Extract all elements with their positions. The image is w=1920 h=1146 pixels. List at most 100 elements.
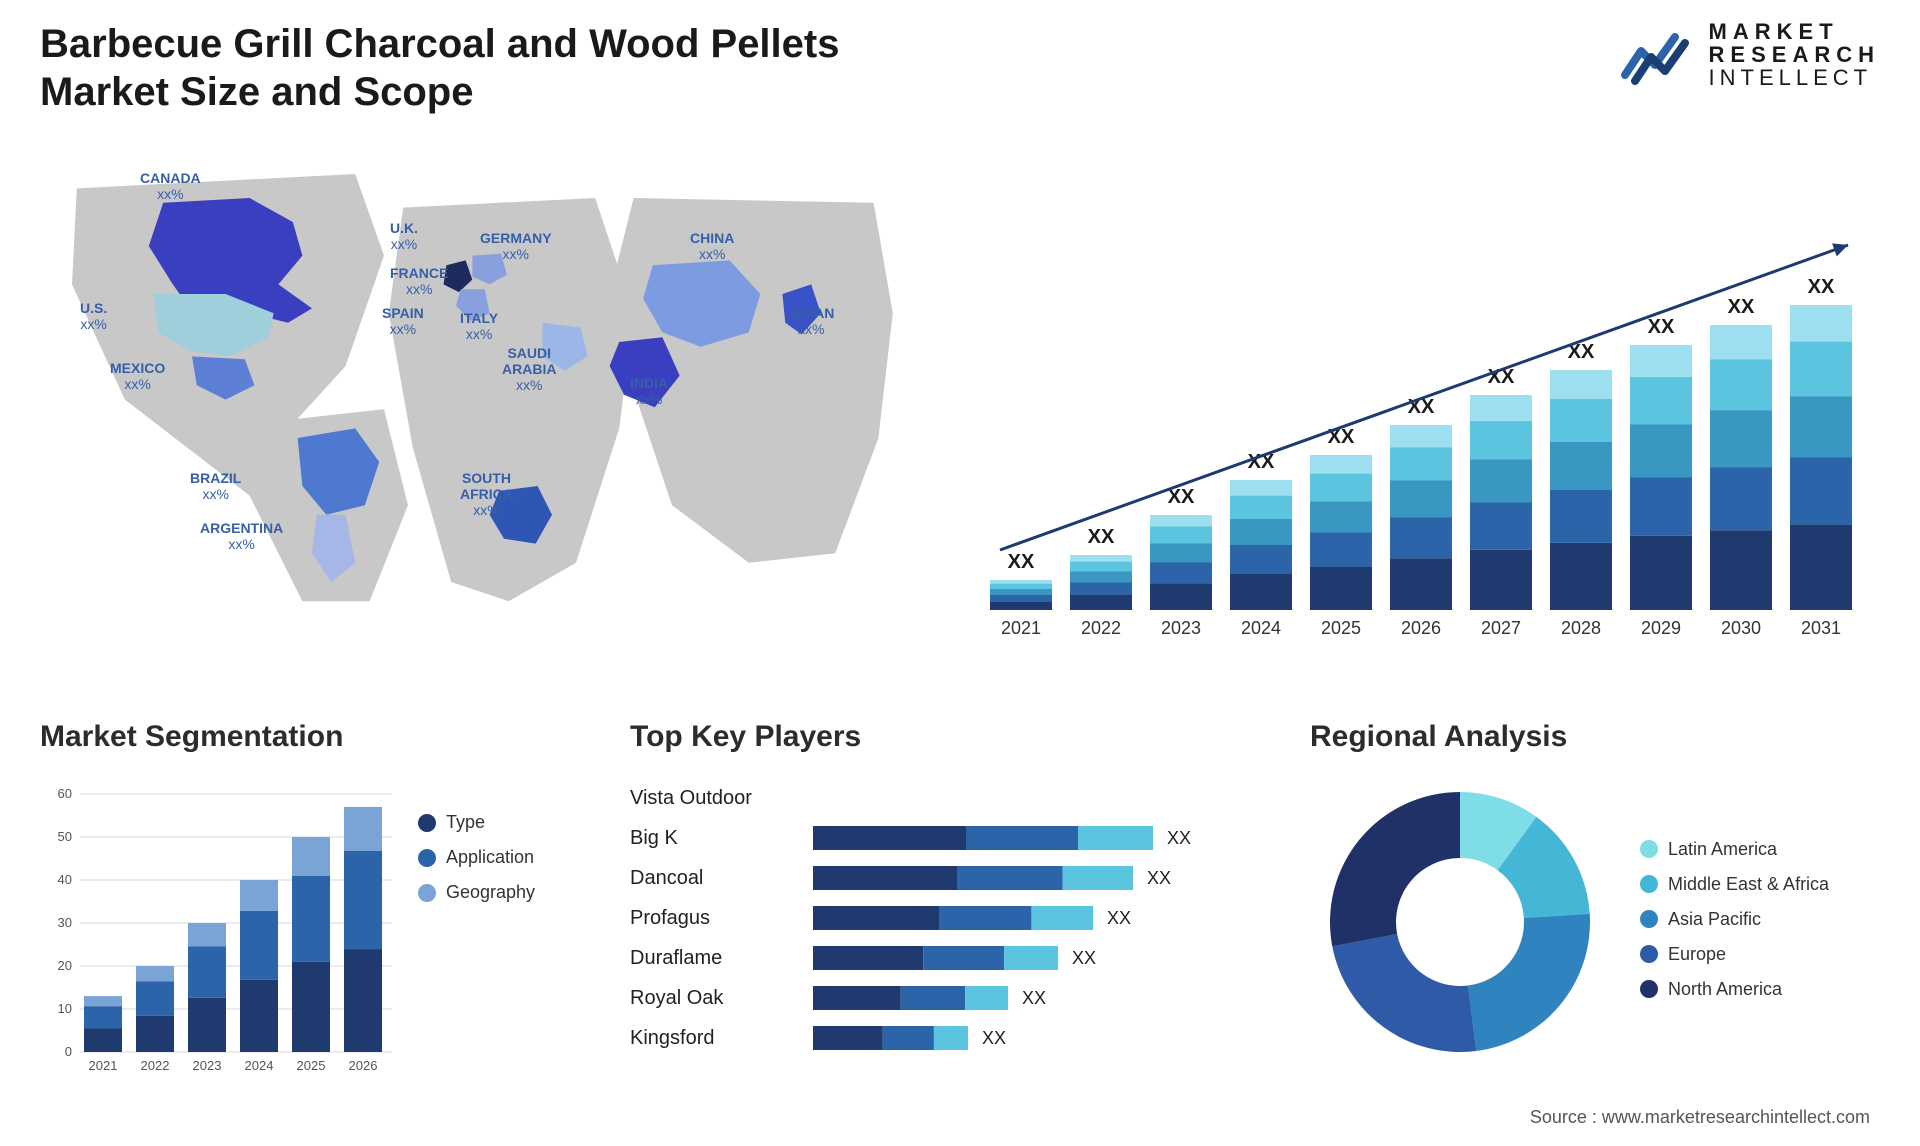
key-player-name: Duraflame [630, 938, 795, 978]
svg-text:2027: 2027 [1481, 618, 1521, 638]
regional-legend-item: North America [1640, 979, 1829, 1000]
map-country-label: SPAINxx% [382, 305, 424, 337]
svg-text:2031: 2031 [1801, 618, 1841, 638]
segmentation-legend: Type Application Geography [418, 772, 535, 1082]
legend-label: Application [446, 847, 534, 868]
page-title: Barbecue Grill Charcoal and Wood Pellets… [40, 20, 960, 116]
key-player-name: Vista Outdoor [630, 778, 795, 818]
svg-text:0: 0 [65, 1044, 72, 1059]
regional-legend-item: Latin America [1640, 839, 1829, 860]
regional-legend-item: Europe [1640, 944, 1829, 965]
regional-legend: Latin America Middle East & Africa Asia Pa… [1640, 831, 1829, 1014]
world-map-svg [40, 150, 920, 630]
legend-swatch-icon [418, 814, 436, 832]
segmentation-region: Market Segmentation 0 10 20 30 40 50 60 2021 202… [40, 720, 600, 1090]
segmentation-legend-item: Application [418, 847, 535, 868]
svg-text:XX: XX [1147, 868, 1171, 888]
logo-line1: MARKET [1709, 20, 1880, 43]
legend-label: Asia Pacific [1668, 909, 1761, 930]
map-country-label: ARGENTINAxx% [200, 520, 283, 552]
key-player-name: Dancoal [630, 858, 795, 898]
legend-label: Type [446, 812, 485, 833]
svg-text:2023: 2023 [1161, 618, 1201, 638]
svg-text:XX: XX [1728, 296, 1755, 318]
map-country-label: BRAZILxx% [190, 470, 241, 502]
segmentation-legend-item: Geography [418, 882, 535, 903]
svg-text:2023: 2023 [193, 1058, 222, 1073]
logo-line3: INTELLECT [1709, 66, 1880, 89]
segmentation-svg: 0 10 20 30 40 50 60 2021 2022 2023 2024 2025 2026 [40, 772, 400, 1082]
regional-title: Regional Analysis [1310, 720, 1890, 754]
svg-text:2022: 2022 [1081, 618, 1121, 638]
growth-chart-svg: XX2021XX2022XX2023XX2024XX2025XX2026XX20… [960, 150, 1880, 660]
svg-text:XX: XX [1167, 828, 1191, 848]
map-country-label: INDIAxx% [630, 375, 668, 407]
map-country-label: GERMANYxx% [480, 230, 552, 262]
svg-text:2022: 2022 [141, 1058, 170, 1073]
regional-legend-item: Middle East & Africa [1640, 874, 1829, 895]
svg-text:40: 40 [58, 872, 72, 887]
svg-text:2030: 2030 [1721, 618, 1761, 638]
key-player-name: Profagus [630, 898, 795, 938]
svg-text:2029: 2029 [1641, 618, 1681, 638]
map-country-label: U.S.xx% [80, 300, 107, 332]
svg-text:30: 30 [58, 915, 72, 930]
key-players-svg: XXXXXXXXXXXX [813, 772, 1253, 1072]
regional-region: Regional Analysis Latin America Middle Ea… [1310, 720, 1890, 1090]
map-country-label: CANADAxx% [140, 170, 201, 202]
map-country-label: CHINAxx% [690, 230, 734, 262]
svg-text:20: 20 [58, 958, 72, 973]
growth-chart-region: XX2021XX2022XX2023XX2024XX2025XX2026XX20… [960, 150, 1880, 660]
svg-text:XX: XX [1808, 276, 1835, 298]
segmentation-title: Market Segmentation [40, 720, 600, 754]
logo-line2: RESEARCH [1709, 43, 1880, 66]
legend-label: Europe [1668, 944, 1726, 965]
legend-label: Middle East & Africa [1668, 874, 1829, 895]
segmentation-legend-item: Type [418, 812, 535, 833]
world-map-region: CANADAxx% U.S.xx% MEXICOxx% BRAZILxx% ARGENT… [40, 150, 920, 690]
svg-text:2026: 2026 [349, 1058, 378, 1073]
legend-swatch-icon [1640, 875, 1658, 893]
legend-swatch-icon [418, 884, 436, 902]
key-players-title: Top Key Players [630, 720, 1280, 754]
svg-text:2025: 2025 [1321, 618, 1361, 638]
svg-text:XX: XX [982, 1028, 1006, 1048]
svg-text:XX: XX [1072, 948, 1096, 968]
svg-text:XX: XX [1022, 988, 1046, 1008]
key-player-name: Royal Oak [630, 978, 795, 1018]
map-country-label: MEXICOxx% [110, 360, 165, 392]
key-players-names: Vista OutdoorBig KDancoalProfagusDurafla… [630, 772, 795, 1072]
legend-swatch-icon [1640, 910, 1658, 928]
svg-text:60: 60 [58, 786, 72, 801]
svg-text:2028: 2028 [1561, 618, 1601, 638]
map-country-label: U.K.xx% [390, 220, 418, 252]
svg-text:XX: XX [1008, 551, 1035, 573]
legend-swatch-icon [1640, 945, 1658, 963]
legend-swatch-icon [418, 849, 436, 867]
regional-legend-item: Asia Pacific [1640, 909, 1829, 930]
svg-text:2021: 2021 [1001, 618, 1041, 638]
legend-swatch-icon [1640, 980, 1658, 998]
page-header: Barbecue Grill Charcoal and Wood Pellets… [40, 20, 1880, 130]
key-player-name: Big K [630, 818, 795, 858]
regional-donut-svg [1310, 772, 1610, 1072]
svg-text:2021: 2021 [89, 1058, 118, 1073]
map-country-label: SAUDIARABIAxx% [502, 345, 556, 393]
logo-mark-icon [1621, 23, 1695, 87]
svg-text:XX: XX [1248, 451, 1275, 473]
source-footer: Source : www.marketresearchintellect.com [1530, 1107, 1870, 1128]
svg-text:10: 10 [58, 1001, 72, 1016]
key-player-name: Kingsford [630, 1018, 795, 1058]
map-country-label: FRANCExx% [390, 265, 448, 297]
legend-label: Geography [446, 882, 535, 903]
svg-text:2024: 2024 [245, 1058, 274, 1073]
svg-text:50: 50 [58, 829, 72, 844]
svg-text:XX: XX [1648, 316, 1675, 338]
legend-swatch-icon [1640, 840, 1658, 858]
map-country-label: JAPANxx% [788, 305, 834, 337]
legend-label: North America [1668, 979, 1782, 1000]
svg-text:2025: 2025 [297, 1058, 326, 1073]
svg-text:XX: XX [1088, 526, 1115, 548]
key-players-region: Top Key Players Vista OutdoorBig KDancoa… [630, 720, 1280, 1090]
svg-text:2026: 2026 [1401, 618, 1441, 638]
